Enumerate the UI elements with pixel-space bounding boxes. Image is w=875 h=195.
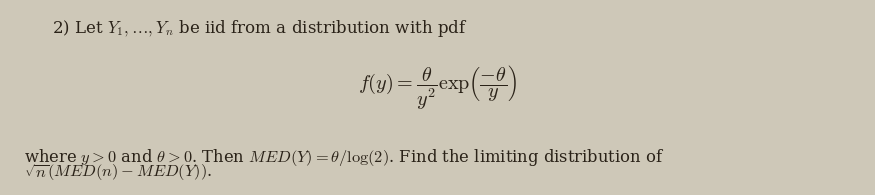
Text: $f(y) = \dfrac{\theta}{y^2} \exp\!\left(\dfrac{-\theta}{y}\right)$: $f(y) = \dfrac{\theta}{y^2} \exp\!\left(… (358, 64, 517, 112)
Text: 2) Let $Y_1, \ldots, Y_n$ be iid from a distribution with pdf: 2) Let $Y_1, \ldots, Y_n$ be iid from a … (52, 18, 468, 39)
Text: where $y > 0$ and $\theta > 0$. Then $\mathit{MED}(Y) = \theta/\log(2)$. Find th: where $y > 0$ and $\theta > 0$. Then $\m… (24, 147, 665, 168)
Text: $\sqrt{n}(\mathit{MED}(n) - \mathit{MED}(Y))$.: $\sqrt{n}(\mathit{MED}(n) - \mathit{MED}… (24, 162, 213, 183)
